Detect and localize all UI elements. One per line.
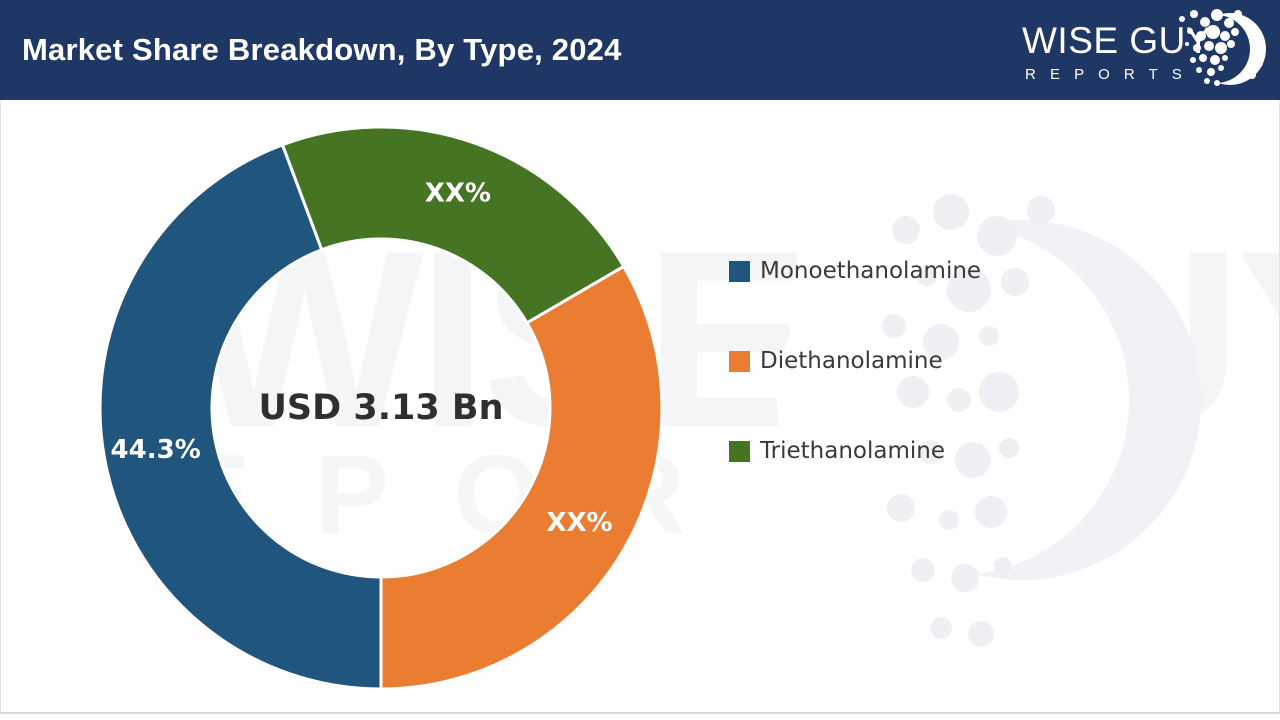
donut-segment-monoethanolamine	[98, 143, 383, 691]
chart-area: WISE GUY EPOR 44.3% XX% XX% USD 3.13 Bn Mo…	[0, 100, 1280, 714]
legend-label: Triethanolamine	[760, 438, 946, 464]
legend-item-monoethanolamine: Monoethanolamine	[729, 256, 981, 286]
legend-swatch-icon	[729, 260, 750, 282]
legend-item-diethanolamine: Diethanolamine	[729, 346, 981, 376]
legend-swatch-icon	[729, 440, 750, 462]
logo-text-secondary: R E P O R T S	[1025, 66, 1187, 83]
chart-legend: Monoethanolamine Diethanolamine Triethanol…	[729, 256, 981, 466]
donut-chart: 44.3% XX% XX%	[98, 125, 664, 691]
wiseguy-logo: WISE GUY R E P O R T S	[1022, 9, 1266, 86]
legend-item-triethanolamine: Triethanolamine	[729, 436, 981, 466]
legend-label: Diethanolamine	[760, 348, 943, 374]
watermark-face-dots	[777, 194, 1201, 647]
logo-dots	[1179, 9, 1242, 86]
legend-swatch-icon	[729, 350, 750, 372]
chart-center-value: USD 3.13 Bn	[258, 388, 504, 428]
page-title: Market Share Breakdown, By Type, 2024	[22, 32, 622, 67]
segment-value-label-monoethanolamine: 44.3%	[111, 435, 201, 465]
segment-value-label-triethanolamine: XX%	[425, 178, 491, 208]
donut-segment-triethanolamine	[281, 125, 626, 325]
header-bar: Market Share Breakdown, By Type, 2024 WI…	[0, 0, 1280, 100]
donut-segment-diethanolamine	[379, 264, 664, 691]
logo-text-primary: WISE GUY	[1022, 20, 1211, 61]
legend-label: Monoethanolamine	[760, 258, 982, 284]
segment-value-label-diethanolamine: XX%	[546, 508, 612, 538]
